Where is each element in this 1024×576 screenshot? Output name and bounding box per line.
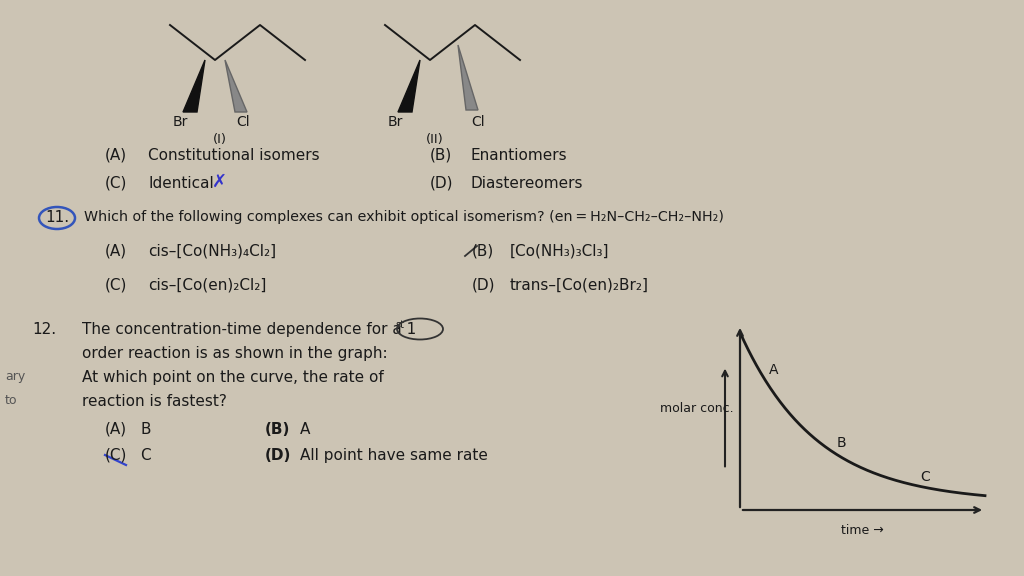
Text: C: C — [921, 469, 930, 484]
Text: Enantiomers: Enantiomers — [470, 148, 566, 163]
Text: (C): (C) — [105, 278, 127, 293]
Text: C: C — [140, 448, 151, 463]
Text: st: st — [395, 320, 404, 330]
Text: (B): (B) — [472, 244, 495, 259]
Text: 12.: 12. — [32, 322, 56, 337]
Text: (C): (C) — [105, 176, 127, 191]
Text: 11.: 11. — [45, 210, 69, 225]
Text: (D): (D) — [430, 176, 454, 191]
Polygon shape — [225, 60, 247, 112]
Text: The concentration-time dependence for a 1: The concentration-time dependence for a … — [82, 322, 416, 337]
Text: (A): (A) — [105, 148, 127, 163]
Text: cis–[Co(en)₂Cl₂]: cis–[Co(en)₂Cl₂] — [148, 278, 266, 293]
Text: (II): (II) — [426, 133, 443, 146]
Text: (A): (A) — [105, 422, 127, 437]
Text: A: A — [768, 363, 778, 377]
Text: Br: Br — [387, 115, 402, 129]
Polygon shape — [398, 60, 420, 112]
Text: (B): (B) — [430, 148, 453, 163]
Text: molar conc.: molar conc. — [660, 401, 733, 415]
Text: ary: ary — [5, 370, 26, 383]
Text: Cl: Cl — [237, 115, 250, 129]
Text: reaction is fastest?: reaction is fastest? — [82, 394, 227, 409]
Text: Constitutional isomers: Constitutional isomers — [148, 148, 319, 163]
Text: Which of the following complexes can exhibit optical isomerism? (en = H₂N–CH₂–CH: Which of the following complexes can exh… — [84, 210, 724, 224]
Text: B: B — [837, 436, 847, 450]
Text: time →: time → — [841, 524, 884, 537]
Text: (I): (I) — [213, 133, 227, 146]
Text: (D): (D) — [472, 278, 496, 293]
Polygon shape — [458, 45, 478, 110]
Text: (D): (D) — [265, 448, 292, 463]
Text: trans–[Co(en)₂Br₂]: trans–[Co(en)₂Br₂] — [510, 278, 649, 293]
Text: A: A — [300, 422, 310, 437]
Text: Diastereomers: Diastereomers — [470, 176, 583, 191]
Text: Cl: Cl — [471, 115, 484, 129]
Text: ✗: ✗ — [212, 173, 227, 191]
Text: to: to — [5, 394, 17, 407]
Text: (B): (B) — [265, 422, 291, 437]
Text: Br: Br — [172, 115, 187, 129]
Text: B: B — [140, 422, 151, 437]
Text: order reaction is as shown in the graph:: order reaction is as shown in the graph: — [82, 346, 388, 361]
Text: Identical: Identical — [148, 176, 214, 191]
Text: All point have same rate: All point have same rate — [300, 448, 487, 463]
Text: cis–[Co(NH₃)₄Cl₂]: cis–[Co(NH₃)₄Cl₂] — [148, 244, 276, 259]
Text: [Co(NH₃)₃Cl₃]: [Co(NH₃)₃Cl₃] — [510, 244, 609, 259]
Polygon shape — [183, 60, 205, 112]
Text: (A): (A) — [105, 244, 127, 259]
Text: At which point on the curve, the rate of: At which point on the curve, the rate of — [82, 370, 384, 385]
Text: (C): (C) — [105, 448, 127, 463]
